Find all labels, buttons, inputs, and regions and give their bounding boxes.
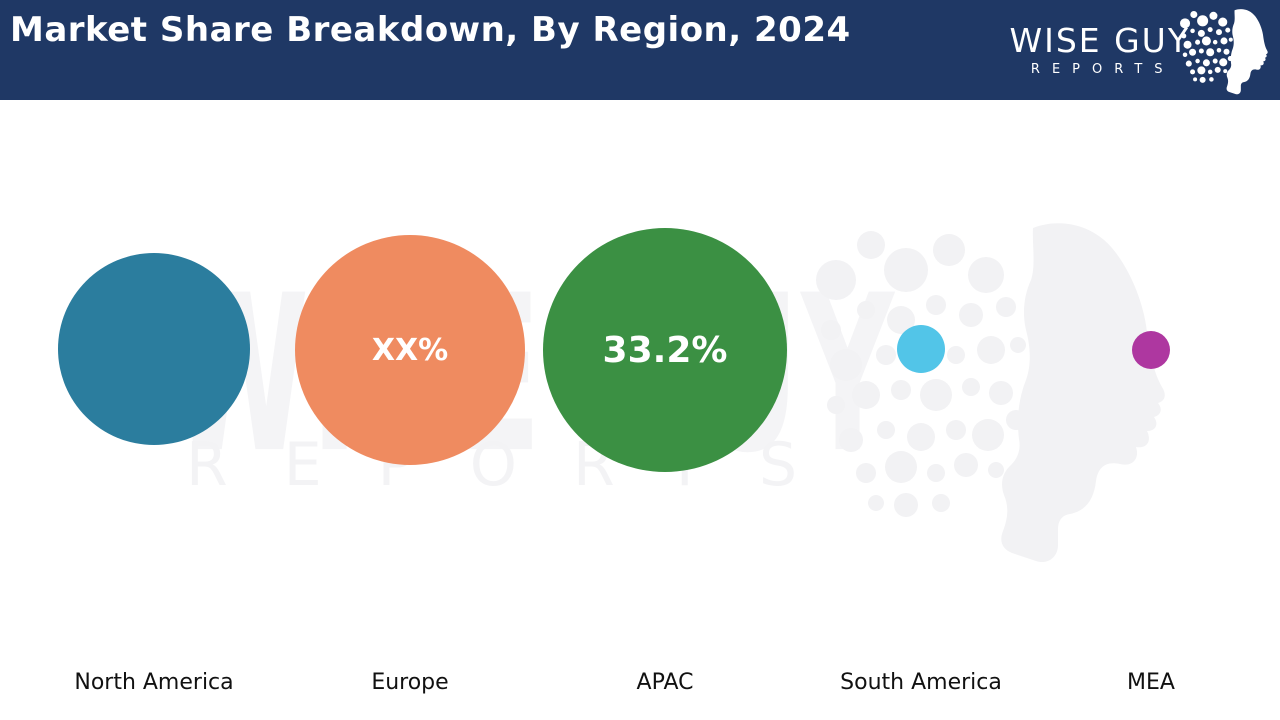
- watermark-subtitle: REPORTS: [186, 430, 854, 500]
- category-label-apac: APAC: [636, 670, 694, 695]
- logo-wordmark: WISE GUY: [1009, 21, 1190, 60]
- header-bar: Market Share Breakdown, By Region, 2024 …: [0, 0, 1280, 100]
- category-label-north-america: North America: [74, 670, 234, 695]
- bubble-value-label: 33.2%: [602, 329, 728, 371]
- bubble-value-label: XX%: [371, 332, 449, 368]
- wise-guy-reports-logo: WISE GUY REPORTS: [1009, 6, 1272, 96]
- bubble-south-america: [897, 325, 945, 373]
- bubble-europe: XX%: [295, 235, 525, 465]
- watermark-head-graphic: [816, 223, 1165, 563]
- category-label-mea: MEA: [1127, 670, 1175, 695]
- page-title: Market Share Breakdown, By Region, 2024: [10, 10, 851, 50]
- bubble-mea: [1132, 331, 1170, 369]
- category-label-europe: Europe: [371, 670, 449, 695]
- logo-head-icon: [1180, 9, 1268, 95]
- logo-subtitle: REPORTS: [1030, 62, 1175, 77]
- bubble-north-america: [58, 253, 250, 445]
- chart-canvas: WISE GUY REPORTS North America XX% Eur: [0, 100, 1280, 720]
- category-label-south-america: South America: [840, 670, 1002, 695]
- bubble-apac: 33.2%: [543, 228, 787, 472]
